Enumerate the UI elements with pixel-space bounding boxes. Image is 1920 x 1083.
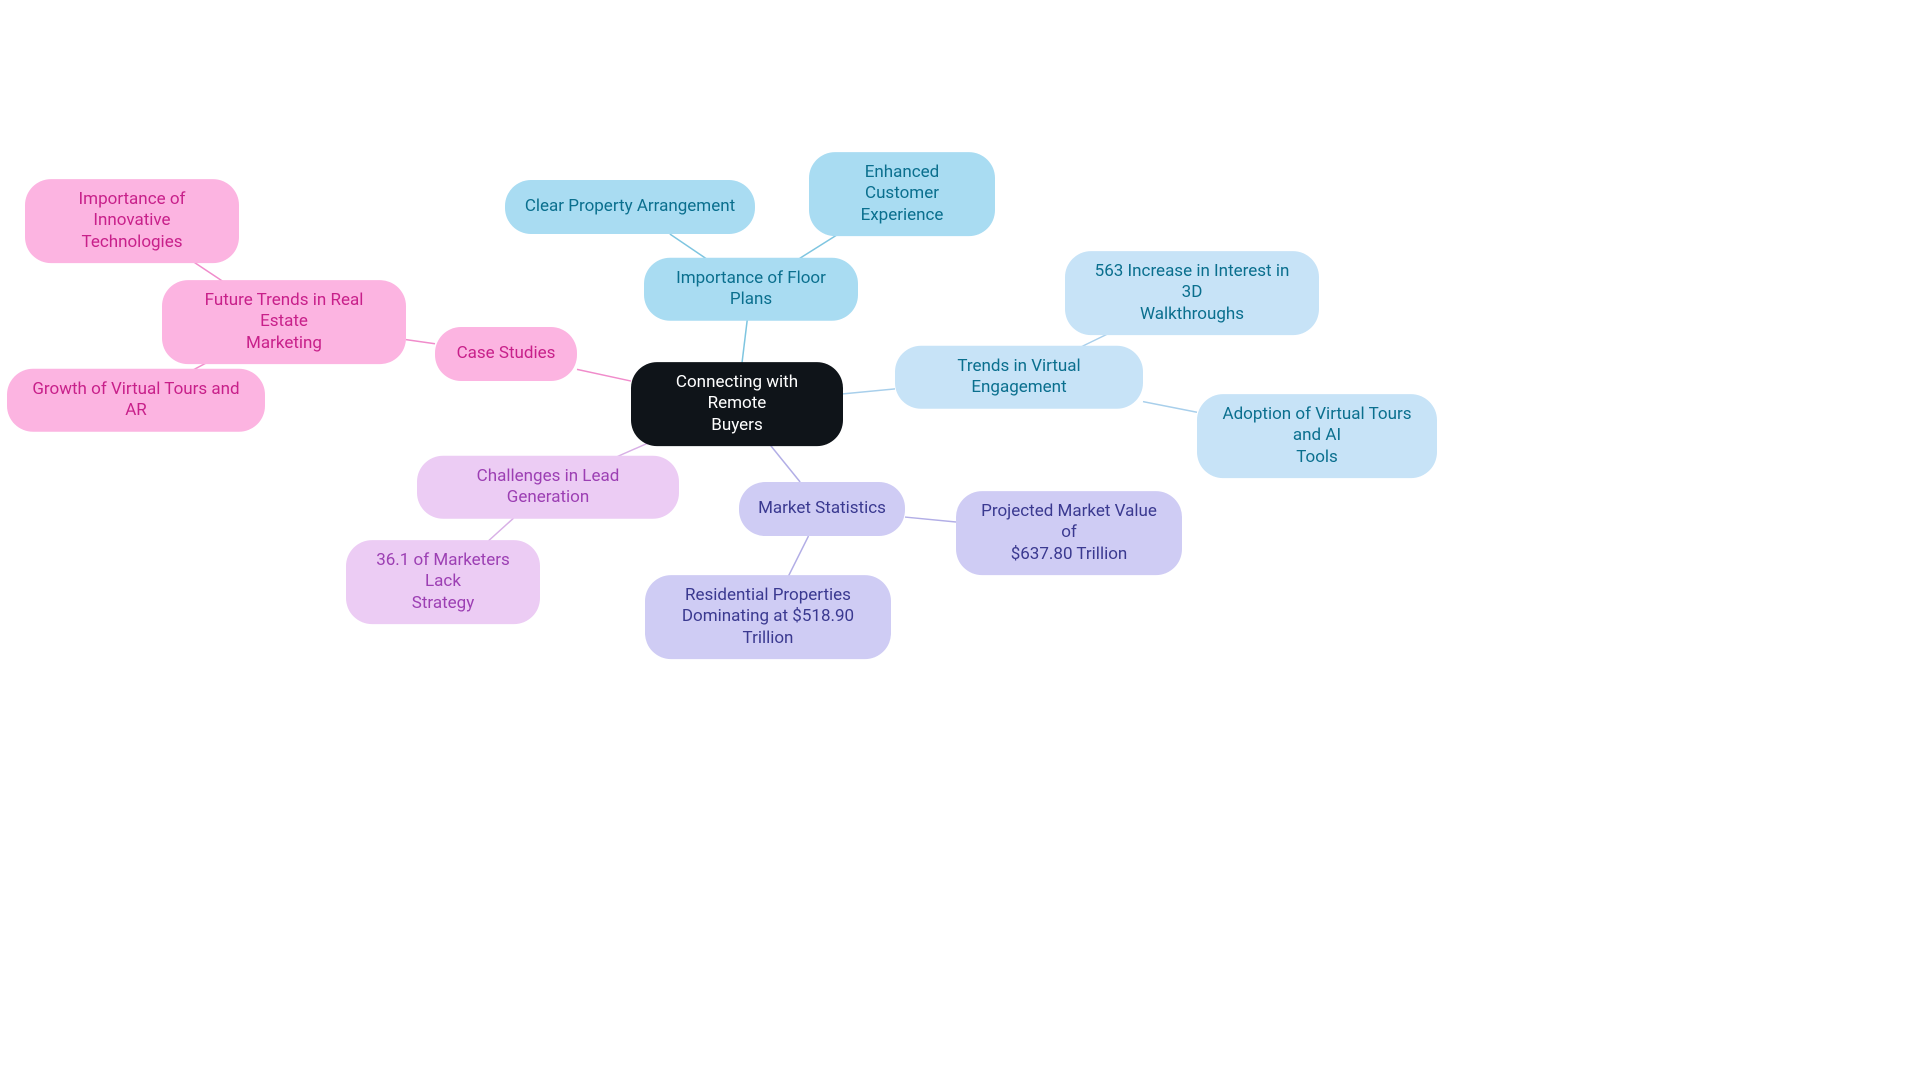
edge [741, 316, 747, 369]
edge [788, 536, 809, 578]
node-lead-gen: Challenges in Lead Generation [417, 456, 679, 519]
edge [1143, 402, 1197, 413]
node-market-stats: Market Statistics [739, 482, 905, 536]
edge [843, 389, 895, 394]
node-case-studies: Case Studies [435, 327, 577, 381]
node-adoption-vt-ai: Adoption of Virtual Tours and AI Tools [1197, 394, 1437, 478]
node-3d-walkthroughs: 563 Increase in Interest in 3D Walkthrou… [1065, 251, 1319, 335]
edge [577, 369, 631, 381]
node-projected-value: Projected Market Value of $637.80 Trilli… [956, 491, 1182, 575]
node-center: Connecting with Remote Buyers [631, 362, 843, 446]
node-residential: Residential Properties Dominating at $51… [645, 575, 891, 659]
node-virtual-engagement: Trends in Virtual Engagement [895, 346, 1143, 409]
node-lack-strategy: 36.1 of Marketers Lack Strategy [346, 540, 540, 624]
node-future-trends: Future Trends in Real Estate Marketing [162, 280, 406, 364]
node-innovative-tech: Importance of Innovative Technologies [25, 179, 239, 263]
node-enhanced-cx: Enhanced Customer Experience [809, 152, 995, 236]
node-floor-plans: Importance of Floor Plans [644, 258, 858, 321]
node-growth-vt-ar: Growth of Virtual Tours and AR [7, 369, 265, 432]
node-clear-arrangement: Clear Property Arrangement [505, 180, 755, 234]
mindmap-canvas: Connecting with Remote Buyers Importance… [0, 0, 1920, 1083]
edge [406, 340, 435, 344]
edge [905, 517, 956, 522]
